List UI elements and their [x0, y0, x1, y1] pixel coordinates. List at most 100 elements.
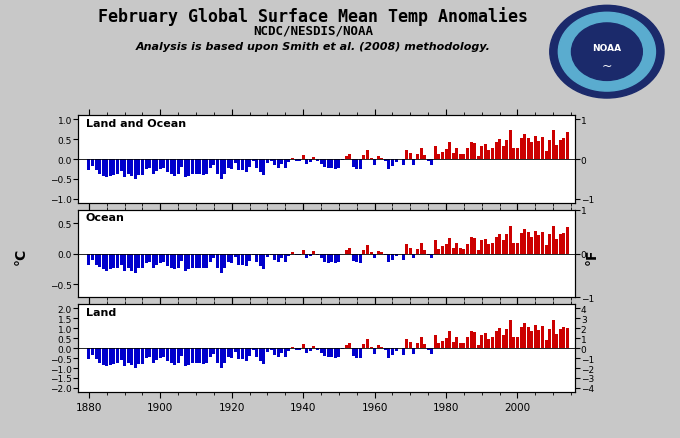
Bar — [120, 254, 122, 265]
Text: Land: Land — [86, 307, 116, 317]
Bar — [241, 160, 244, 171]
Bar — [194, 160, 198, 175]
Bar — [377, 156, 379, 160]
Bar — [448, 332, 451, 348]
Bar — [388, 160, 390, 169]
Bar — [237, 348, 241, 360]
Bar — [126, 254, 130, 268]
Bar — [559, 329, 562, 348]
Bar — [102, 254, 105, 270]
Bar — [280, 254, 284, 259]
Bar — [284, 254, 287, 262]
Bar — [369, 347, 373, 348]
Bar — [488, 150, 490, 160]
Bar — [109, 348, 112, 365]
Bar — [498, 328, 501, 348]
Bar — [234, 348, 237, 352]
Bar — [505, 141, 508, 160]
Bar — [191, 160, 194, 175]
Bar — [455, 148, 458, 160]
Bar — [430, 254, 433, 259]
Bar — [105, 348, 108, 366]
Bar — [366, 246, 369, 254]
Bar — [441, 247, 444, 254]
Bar — [116, 160, 119, 175]
Bar — [556, 145, 558, 160]
Bar — [202, 254, 205, 268]
Bar — [320, 254, 322, 259]
Bar — [326, 348, 330, 357]
Bar — [483, 145, 487, 160]
Bar — [462, 249, 465, 254]
Bar — [469, 142, 473, 160]
Bar — [231, 348, 233, 359]
Bar — [334, 254, 337, 264]
Bar — [523, 135, 526, 160]
Bar — [362, 251, 365, 254]
Bar — [562, 233, 565, 254]
Bar — [391, 348, 394, 356]
Bar — [177, 348, 180, 364]
Bar — [248, 254, 251, 261]
Bar — [459, 248, 462, 254]
Bar — [548, 141, 551, 160]
Bar — [384, 348, 387, 350]
Bar — [445, 338, 447, 348]
Bar — [223, 254, 226, 268]
Bar — [452, 153, 455, 160]
Bar — [466, 148, 469, 160]
Bar — [469, 331, 473, 348]
Bar — [131, 254, 133, 271]
Bar — [205, 254, 208, 268]
Bar — [312, 346, 316, 348]
Bar — [437, 343, 441, 348]
Bar — [516, 243, 519, 254]
Bar — [169, 160, 173, 175]
Bar — [388, 254, 390, 262]
Bar — [545, 340, 547, 348]
Bar — [169, 254, 173, 268]
Bar — [277, 160, 279, 169]
Bar — [123, 160, 126, 177]
Bar — [112, 160, 116, 176]
Bar — [294, 254, 298, 255]
Bar — [245, 254, 248, 266]
Bar — [345, 345, 347, 348]
Bar — [409, 248, 412, 254]
Bar — [509, 131, 512, 160]
Bar — [491, 337, 494, 348]
Bar — [326, 254, 330, 264]
Bar — [498, 140, 501, 160]
Bar — [102, 160, 105, 177]
Bar — [316, 254, 319, 255]
Bar — [480, 146, 483, 160]
Bar — [523, 324, 526, 348]
Bar — [141, 160, 144, 176]
Bar — [312, 251, 316, 254]
Bar — [412, 254, 415, 259]
Bar — [384, 254, 387, 255]
Bar — [302, 156, 305, 160]
Bar — [220, 254, 222, 273]
Bar — [173, 160, 176, 177]
Bar — [155, 160, 158, 172]
Bar — [556, 334, 558, 348]
Bar — [269, 254, 273, 255]
Bar — [488, 339, 490, 348]
Bar — [309, 254, 312, 257]
Bar — [194, 254, 198, 268]
Bar — [269, 160, 273, 161]
Bar — [512, 148, 515, 160]
Bar — [302, 251, 305, 254]
Bar — [231, 160, 233, 170]
Bar — [184, 254, 187, 271]
Bar — [177, 254, 180, 268]
Text: Land and Ocean: Land and Ocean — [86, 119, 186, 129]
Bar — [420, 337, 422, 348]
Bar — [120, 160, 122, 172]
Bar — [163, 160, 165, 169]
Bar — [234, 254, 237, 258]
Bar — [88, 160, 90, 171]
Bar — [316, 160, 319, 161]
Bar — [216, 160, 219, 175]
